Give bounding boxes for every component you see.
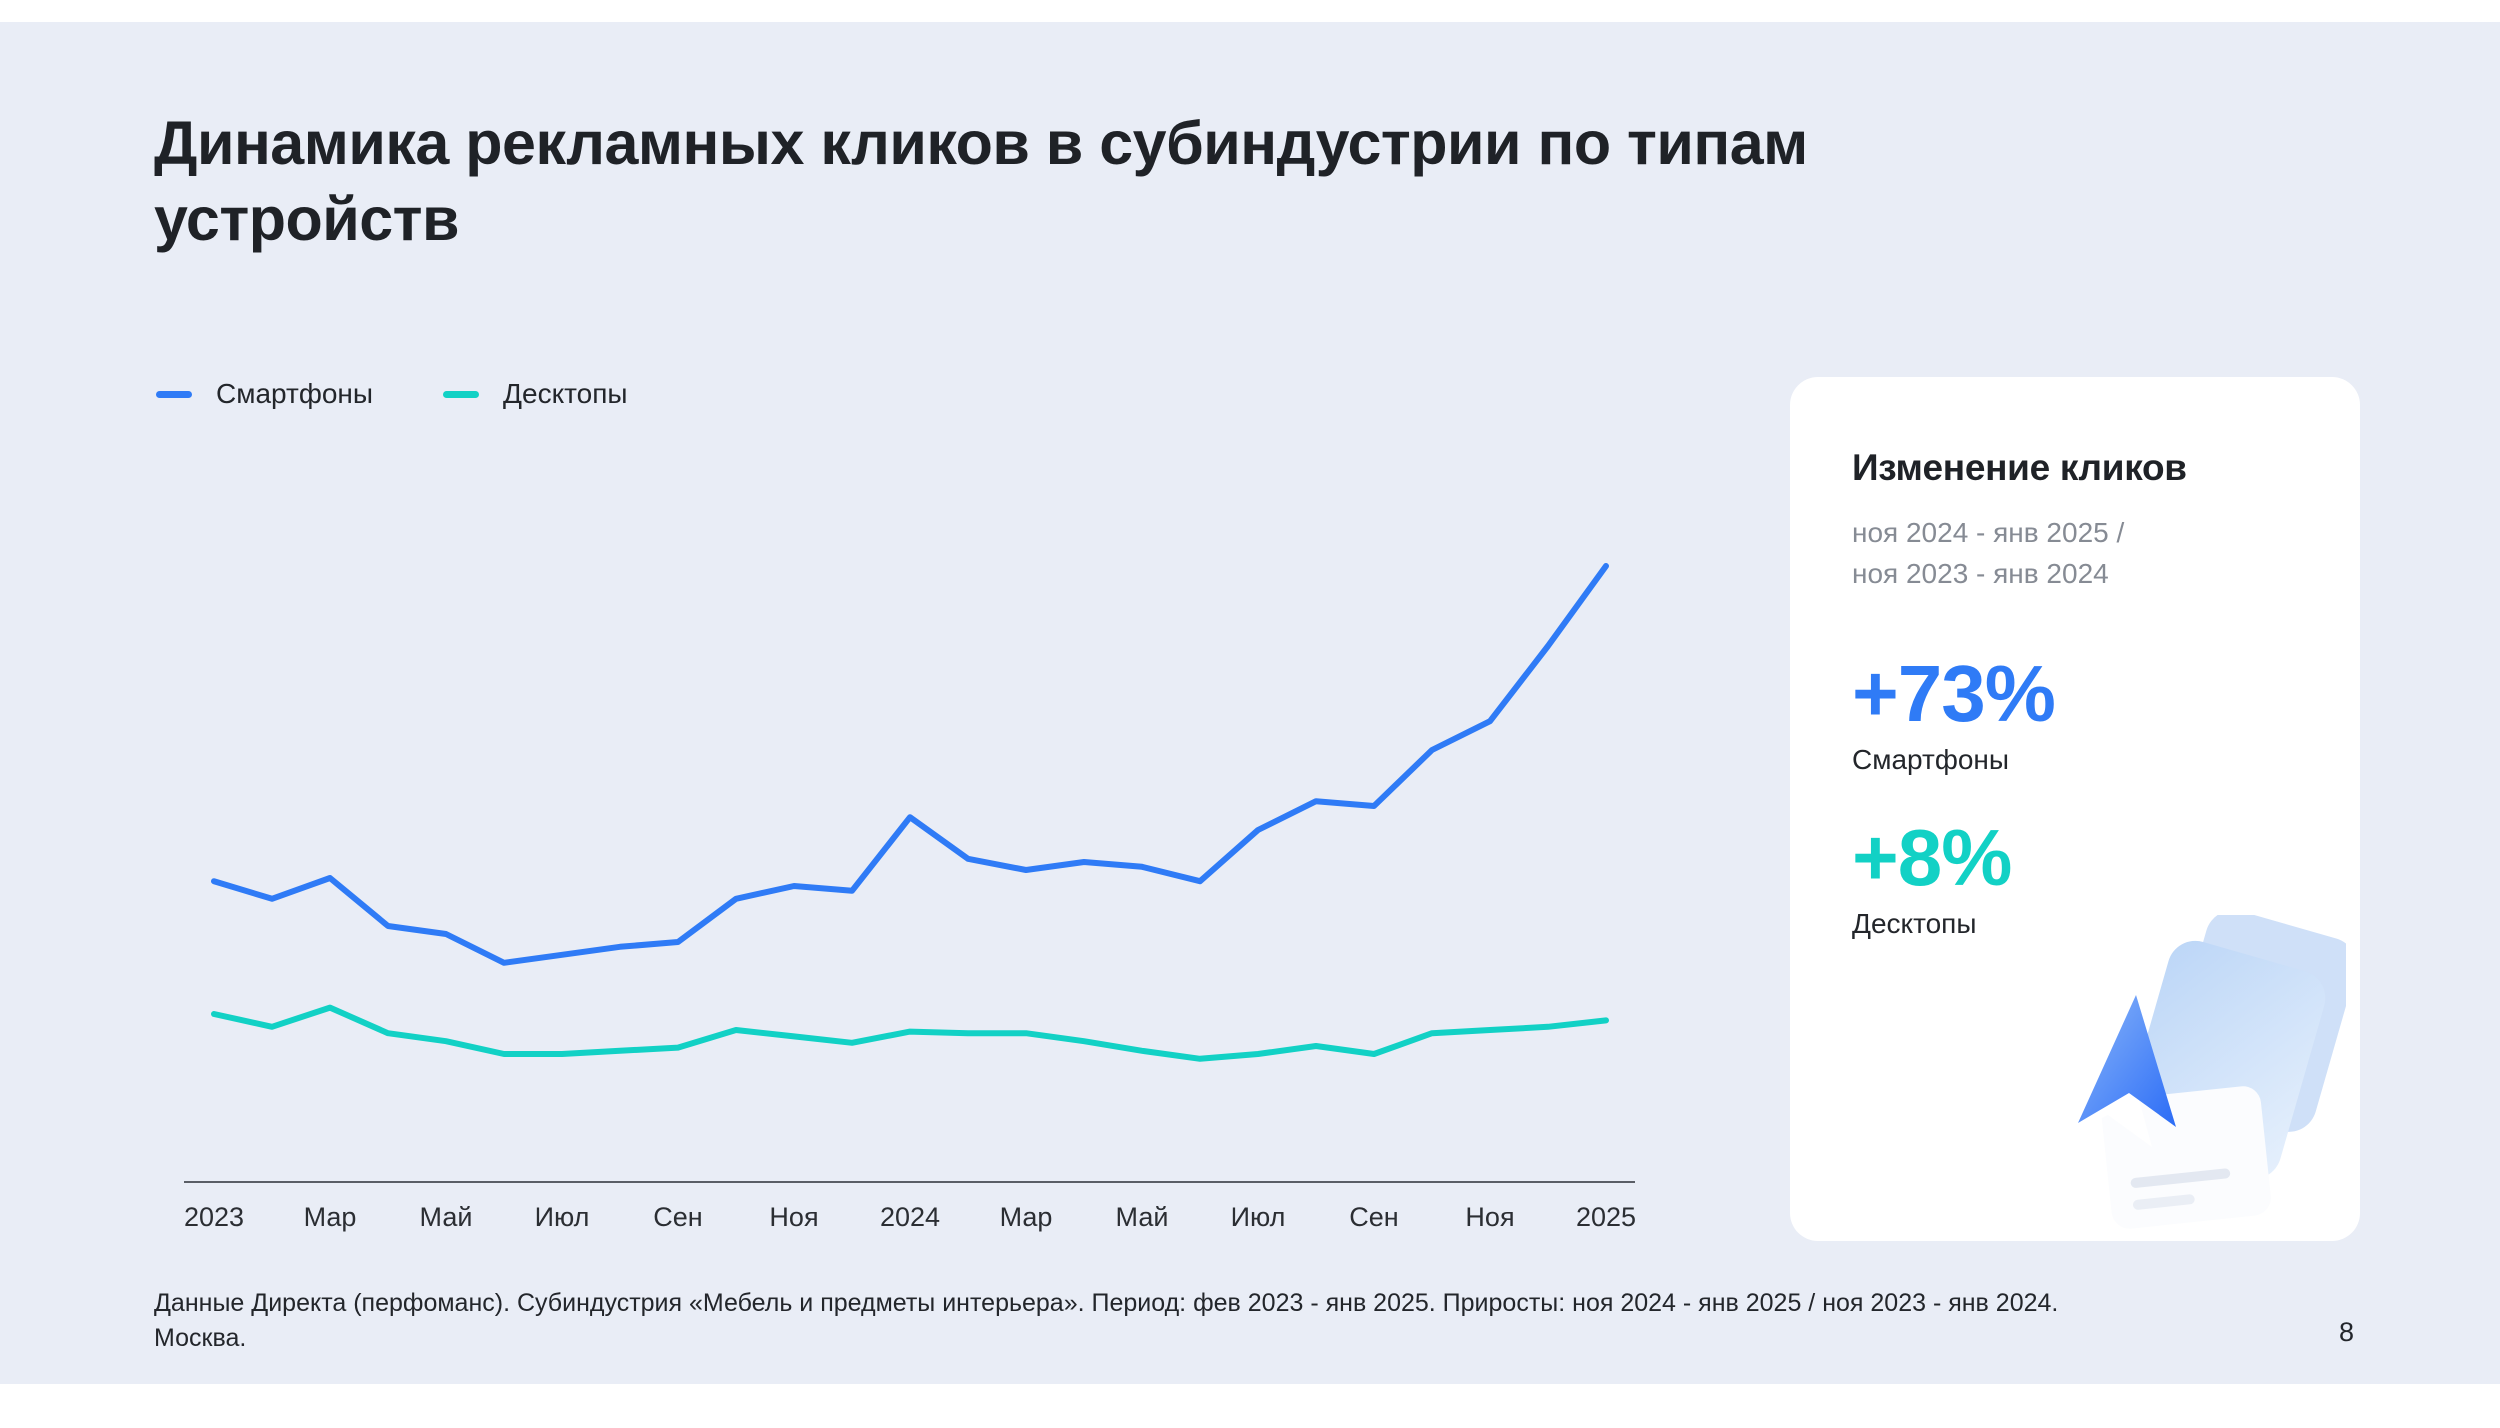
legend-label-desktops: Десктопы <box>503 378 628 409</box>
x-tick-label: Ноя <box>1465 1202 1515 1232</box>
slide: Динамика рекламных кликов в субиндустрии… <box>0 22 2500 1384</box>
legend-dash-blue-icon <box>156 390 192 398</box>
footnote-line2: Москва. <box>154 1324 247 1352</box>
x-tick-label: 2023 <box>183 1202 245 1232</box>
series-line-Смартфоны <box>211 563 1609 966</box>
stats-card-content: Изменение кликов ноя 2024 - янв 2025 / н… <box>1790 377 2360 940</box>
legend-item-desktops: Десктопы <box>443 378 628 410</box>
line-chart-svg <box>184 563 1635 1183</box>
cursor-arrow-icon <box>2058 995 2176 1147</box>
x-tick-label: Мар <box>999 1202 1053 1232</box>
footnote-line1: Данные Директа (перфоманс). Субиндустрия… <box>154 1289 2059 1317</box>
line-chart: 2023 Мар Май Июл Сен Ноя 2024 Мар Май Июл Сен Ноя 20… <box>184 406 1640 1246</box>
x-tick-label: Июл <box>534 1202 590 1232</box>
legend-dash-teal-icon <box>443 390 480 398</box>
x-tick-label: Май <box>419 1202 473 1232</box>
chart-legend: Смартфоны Десктопы <box>156 378 628 410</box>
footnote: Данные Директа (перфоманс). Субиндустрия… <box>154 1286 2324 1356</box>
x-tick-label: 2024 <box>879 1202 941 1232</box>
x-tick-label: Сен <box>653 1202 703 1232</box>
stat-desktops-label: Десктопы <box>1852 908 1977 940</box>
stats-card-title: Изменение кликов <box>1852 447 2187 488</box>
page-number: 8 <box>2338 1317 2354 1347</box>
x-tick-label: Мар <box>303 1202 357 1232</box>
stat-smartphones-label: Смартфоны <box>1852 744 2010 776</box>
stats-card: Изменение кликов ноя 2024 - янв 2025 / н… <box>1790 377 2360 1241</box>
legend-label-smartphones: Смартфоны <box>216 378 374 409</box>
x-tick-label: Ноя <box>769 1202 819 1232</box>
x-tick-label: Июл <box>1230 1202 1286 1232</box>
series-line-Десктопы <box>211 1004 1609 1062</box>
stat-desktops-value: +8% <box>1852 813 2012 903</box>
x-tick-label: Май <box>1115 1202 1169 1232</box>
x-tick-label: 2025 <box>1575 1202 1637 1232</box>
stat-smartphones-value: +73% <box>1852 649 2056 739</box>
x-tick-label: Сен <box>1349 1202 1399 1232</box>
page-title: Динамика рекламных кликов в субиндустрии… <box>154 109 1808 253</box>
stats-card-subtitle-line1: ноя 2024 - янв 2025 / <box>1852 517 2125 548</box>
stat-smartphones: +73% Смартфоны <box>1852 652 2304 776</box>
stats-card-subtitle-line2: ноя 2023 - янв 2024 <box>1852 557 2109 589</box>
folders-cursor-illustration <box>2058 915 2346 1229</box>
stat-desktops: +8% Десктопы <box>1852 816 2304 940</box>
stats-card-subtitle: ноя 2024 - янв 2025 / ноя 2023 - янв 202… <box>1852 513 2304 594</box>
legend-item-smartphones: Смартфоны <box>156 378 373 410</box>
